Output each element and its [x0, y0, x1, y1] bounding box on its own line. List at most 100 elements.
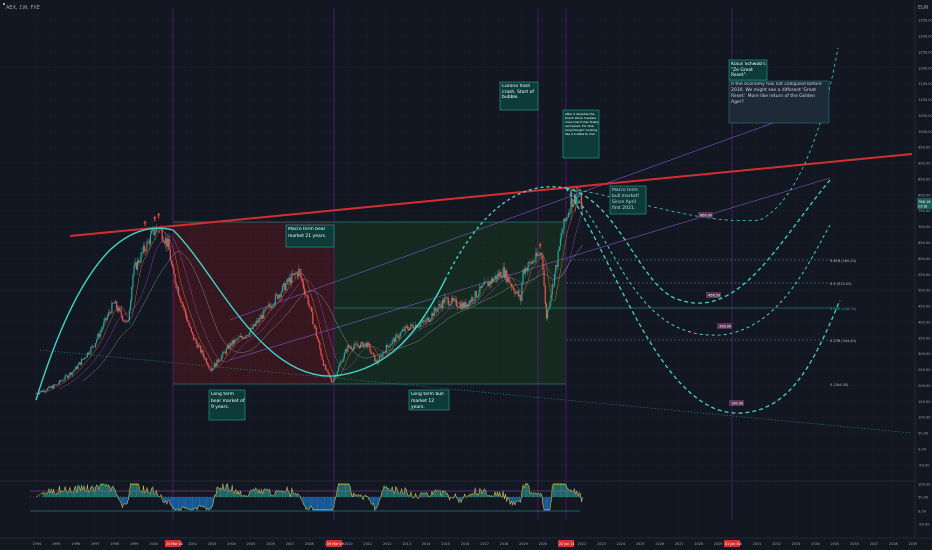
candle-body: [424, 321, 426, 323]
candle-body: [298, 268, 300, 277]
osc-bar: [558, 483, 560, 497]
osc-bar: [133, 483, 135, 497]
candle-body: [261, 315, 264, 319]
osc-bar: [48, 488, 50, 497]
osc-bar: [530, 492, 532, 497]
note-corona[interactable]: Corona flash crash. Start of bubble.: [499, 81, 539, 111]
osc-bar: [397, 492, 399, 497]
candle-body: [517, 291, 519, 297]
osc-bar: [132, 483, 134, 497]
osc-bar: [468, 495, 470, 497]
candle-body: [258, 317, 260, 323]
candle-body: [89, 353, 91, 355]
candle-body: [404, 326, 406, 332]
osc-bar: [130, 483, 132, 497]
osc-bar: [235, 488, 237, 497]
price-axis[interactable]: 1350.00 1300.00 1250.00 1200.00 1150.00 1100.…: [918, 19, 932, 468]
target-badge-1: [698, 212, 713, 218]
osc-bar: [154, 493, 156, 497]
candle-body: [513, 287, 515, 291]
arrow-marker-icon: [153, 215, 157, 222]
candle-body: [272, 305, 274, 307]
osc-bar: [281, 491, 283, 497]
osc-bar: [280, 490, 282, 497]
osc-bar: [221, 488, 223, 497]
osc-bar: [394, 493, 396, 497]
candle-body: [198, 345, 201, 346]
price-series: [35, 185, 584, 396]
osc-bar: [452, 497, 454, 499]
osc-bar: [201, 497, 203, 507]
osc-bar: [95, 486, 97, 497]
osc-bar: [125, 497, 127, 506]
menu-icon[interactable]: [3, 3, 5, 5]
candle-body: [309, 306, 312, 308]
osc-bar: [82, 489, 84, 497]
osc-bar: [430, 495, 432, 497]
candle-body: [478, 294, 480, 297]
date-flag-2000: 24 Mar 00: [165, 540, 183, 547]
osc-bar: [424, 493, 426, 497]
resistance-line[interactable]: [69, 153, 913, 237]
candle-body: [542, 254, 544, 270]
osc-bar: [536, 493, 538, 497]
osc-bar: [399, 492, 401, 497]
osc-bar: [111, 486, 113, 497]
candle-body: [295, 272, 298, 274]
candle-body: [550, 295, 552, 302]
candle-body: [479, 286, 481, 295]
note-bull12[interactable]: Long term bull market 12 years.: [408, 389, 450, 411]
osc-bar: [295, 494, 297, 497]
candle-body: [235, 339, 237, 341]
candle-body: [358, 345, 361, 349]
candle-body: [140, 252, 142, 263]
osc-bar: [474, 487, 476, 497]
candle-body: [218, 360, 220, 362]
note-bear9[interactable]: Long term bear market of 9 years.: [208, 389, 246, 421]
candle-body: [497, 273, 500, 277]
candle-body: [292, 273, 294, 275]
candle-body: [167, 238, 169, 247]
candle-body: [457, 306, 459, 308]
candle-body: [240, 335, 243, 338]
osc-bar: [211, 497, 213, 507]
bear-zone: [173, 222, 334, 384]
note-schwab[interactable]: Klaus Schwab's "Ze Great Reset". If the …: [728, 59, 830, 124]
candle-body: [455, 299, 458, 307]
candle-body: [532, 261, 535, 262]
moving-average-2: [59, 212, 583, 390]
candle-body: [64, 375, 66, 380]
osc-bar: [86, 484, 88, 497]
osc-bar: [79, 489, 81, 497]
candle-body: [422, 320, 424, 323]
candle-body: [577, 195, 579, 198]
candle-body: [343, 352, 345, 359]
candle-body: [476, 296, 479, 298]
candle-body: [96, 339, 98, 343]
osc-bar: [144, 492, 146, 497]
candle-body: [205, 358, 208, 364]
candle-body: [388, 346, 390, 348]
osc-bar: [215, 494, 217, 497]
osc-bar: [301, 497, 303, 502]
candle-body: [254, 323, 257, 326]
osc-bar: [294, 492, 296, 497]
osc-bar: [531, 493, 533, 497]
oscillator: [30, 483, 584, 512]
svg-text:669.00: 669.00: [700, 214, 712, 218]
osc-bar: [180, 497, 182, 511]
candle-body: [256, 320, 258, 324]
candle-body: [94, 342, 97, 347]
time-axis-label: 1994: [33, 542, 42, 546]
osc-bar: [354, 495, 356, 497]
candle-body: [562, 229, 564, 234]
note-bull-2021[interactable]: Macro term bull market! Since April firs…: [609, 185, 647, 215]
note-bear21[interactable]: Macro term bear market 21 years.: [285, 224, 335, 248]
osc-bar: [116, 494, 118, 497]
osc-bar: [298, 494, 300, 497]
osc-bar: [419, 493, 421, 497]
note-two-decades[interactable]: After 2 decades the Dutch stock markets …: [562, 109, 600, 159]
osc-bar: [566, 487, 568, 497]
candle-body: [299, 268, 301, 273]
